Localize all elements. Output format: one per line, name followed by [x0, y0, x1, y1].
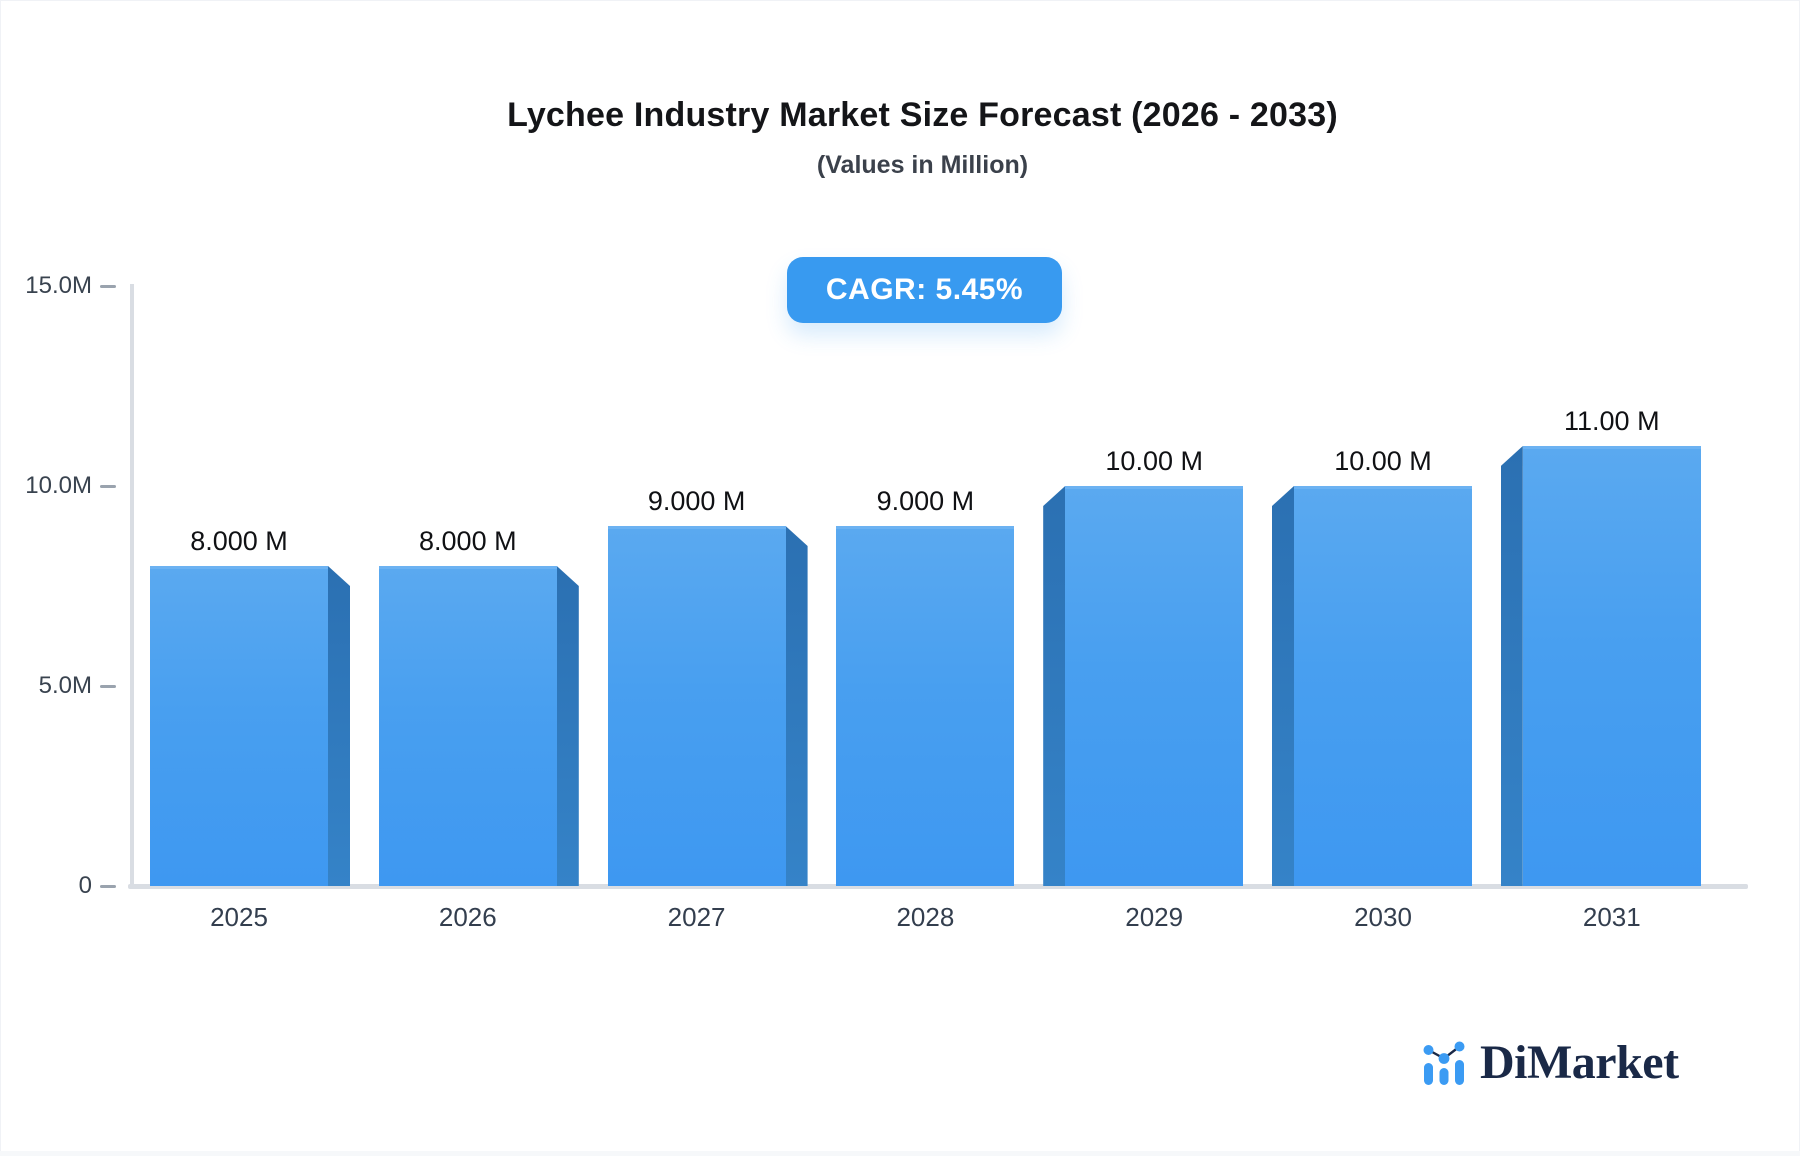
- bar-2026: [378, 566, 557, 886]
- bar-side-face-2030: [1272, 486, 1294, 886]
- chart-header: Lychee Industry Market Size Forecast (20…: [45, 96, 1800, 180]
- bar-value-label-2029: 10.00 M: [1105, 446, 1203, 476]
- bar-value-label-2027: 9.000 M: [647, 486, 746, 516]
- y-axis-line: [130, 284, 134, 887]
- chart-subtitle: (Values in Million): [816, 151, 1029, 179]
- y-tick-dash-5.0M: [100, 685, 116, 688]
- bar-value-label-2028: 9.000 M: [876, 486, 975, 516]
- x-axis-label-2025: 2025: [210, 902, 268, 932]
- brand-logo: DiMarket: [1420, 1038, 1679, 1088]
- x-axis-label-2027: 2027: [667, 902, 726, 932]
- cagr-badge: CAGR: 5.45%: [787, 257, 1062, 323]
- bar-value-label-2031: 11.00 M: [1564, 406, 1660, 436]
- y-tick-dash-15.0M: [100, 285, 116, 288]
- y-tick-dash-0: [100, 885, 116, 888]
- bar-2025: [150, 566, 328, 886]
- y-tick-label-10.0M: 10.0M: [25, 472, 92, 499]
- bar-value-label-2030: 10.00 M: [1334, 446, 1432, 476]
- y-tick-label-5.0M: 5.0M: [38, 672, 92, 699]
- x-axis-baseline: [128, 884, 1748, 889]
- bar-2027: [607, 526, 786, 886]
- x-axis-label-2030: 2030: [1354, 902, 1412, 932]
- bar-side-face-2029: [1043, 486, 1066, 886]
- bar-2030: [1294, 486, 1472, 886]
- dimarket-logo-icon: [1423, 1041, 1465, 1085]
- bar-value-label-2026: 8.000 M: [419, 526, 517, 556]
- bar-value-label-2025: 8.000 M: [190, 526, 288, 556]
- y-tick-label-0: 0: [78, 872, 92, 899]
- bar-2031: [1522, 446, 1701, 886]
- bar-side-face-2031: [1500, 446, 1523, 886]
- brand-name: DiMarket: [1480, 1036, 1679, 1089]
- x-axis-label-2031: 2031: [1582, 902, 1641, 932]
- bar-side-face-2027: [785, 526, 808, 886]
- bar-2029: [1065, 486, 1244, 886]
- bar-side-face-2025: [328, 566, 350, 886]
- x-axis-label-2028: 2028: [896, 902, 955, 932]
- y-tick-label-15.0M: 15.0M: [25, 272, 92, 299]
- bar-2028: [836, 526, 1015, 886]
- x-axis-label-2026: 2026: [438, 902, 497, 932]
- page-bottom-edge: [0, 1151, 1800, 1156]
- chart-title: Lychee Industry Market Size Forecast (20…: [507, 96, 1338, 134]
- bar-side-face-2026: [556, 566, 579, 886]
- x-axis-label-2029: 2029: [1125, 902, 1184, 932]
- y-tick-dash-10.0M: [100, 485, 116, 488]
